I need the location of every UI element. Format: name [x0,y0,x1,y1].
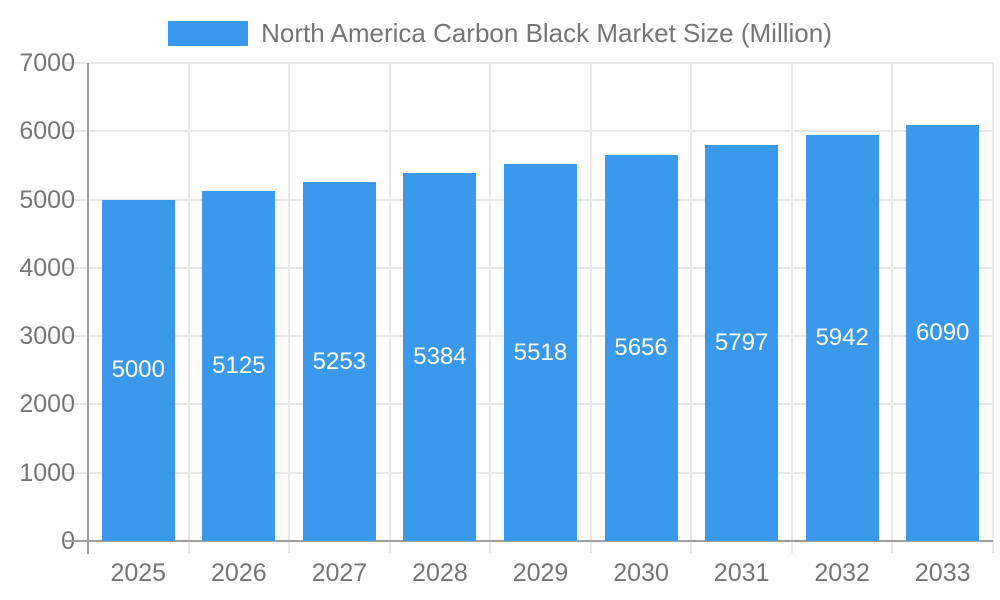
y-axis-label: 5000 [19,185,75,214]
x-axis-tick [187,541,190,553]
bar: 5942 [805,135,879,541]
bar-value-label: 5942 [815,324,869,352]
x-axis-label: 2033 [914,559,971,587]
legend: North America Carbon Black Market Size (… [0,19,1000,47]
bar-value-label: 5384 [413,343,467,371]
gridline-horizontal [88,130,993,133]
gridline-vertical [489,63,492,541]
x-axis-tick [589,541,592,553]
bar-value-label: 5125 [212,352,266,380]
y-axis-tick [65,62,87,64]
x-axis-tick [992,541,994,553]
y-axis-line [87,63,89,554]
bar-value-label: 5797 [714,329,769,357]
x-axis-tick [489,541,492,553]
y-axis-label: 3000 [19,322,75,351]
x-axis-label: 2028 [412,559,468,587]
bar-value-label: 5253 [312,347,367,375]
y-axis-label: 0 [0,527,75,555]
bar-value-label: 5000 [111,356,165,384]
gridline-vertical [690,63,693,541]
bar-value-label: 5518 [513,338,568,366]
gridline-vertical [790,63,793,541]
bar: 5656 [604,154,678,541]
y-axis-tick [65,471,87,474]
y-axis-label: 7000 [19,49,75,77]
gridline-vertical [288,63,291,541]
y-axis-label: 4000 [19,253,75,282]
bar: 6090 [906,125,980,541]
y-axis-tick [65,335,87,338]
x-axis-label: 2032 [814,559,870,587]
gridline-vertical [589,63,592,541]
x-axis-line [65,540,993,542]
bar: 5518 [504,164,577,541]
x-axis-label: 2030 [613,559,669,587]
x-axis-tick [388,541,391,553]
x-axis-tick [891,541,894,553]
x-axis-label: 2025 [110,559,167,587]
bar-value-label: 5656 [614,333,668,361]
y-axis-label: 1000 [19,458,75,487]
y-axis-tick [65,198,87,201]
y-axis-tick [65,403,87,406]
x-axis-label: 2026 [211,559,267,587]
plot-area: 0100020003000400050006000700050002025512… [19,49,994,587]
x-axis-label: 2027 [311,559,368,587]
legend-label: North America Carbon Black Market Size (… [261,18,832,48]
bar: 5125 [202,191,276,541]
x-axis-label: 2029 [512,559,569,587]
gridline-vertical [992,63,994,541]
y-axis-label: 6000 [19,117,75,146]
bar: 5253 [302,182,376,541]
bar: 5797 [705,145,779,541]
x-axis-tick [288,541,291,553]
bar: 5384 [403,173,477,541]
x-axis-label: 2031 [713,559,770,587]
bar-value-label: 6090 [916,319,970,347]
y-axis-label: 2000 [19,390,75,419]
gridline-vertical [891,63,894,541]
legend-swatch-icon [168,20,249,46]
bar: 5000 [101,199,175,541]
y-axis-tick [65,266,87,269]
x-axis-tick [690,541,693,553]
gridline-vertical [187,63,190,541]
gridline-vertical [388,63,391,541]
gridline-horizontal [88,62,993,64]
x-axis-tick [790,541,793,553]
y-axis-tick [65,130,87,133]
